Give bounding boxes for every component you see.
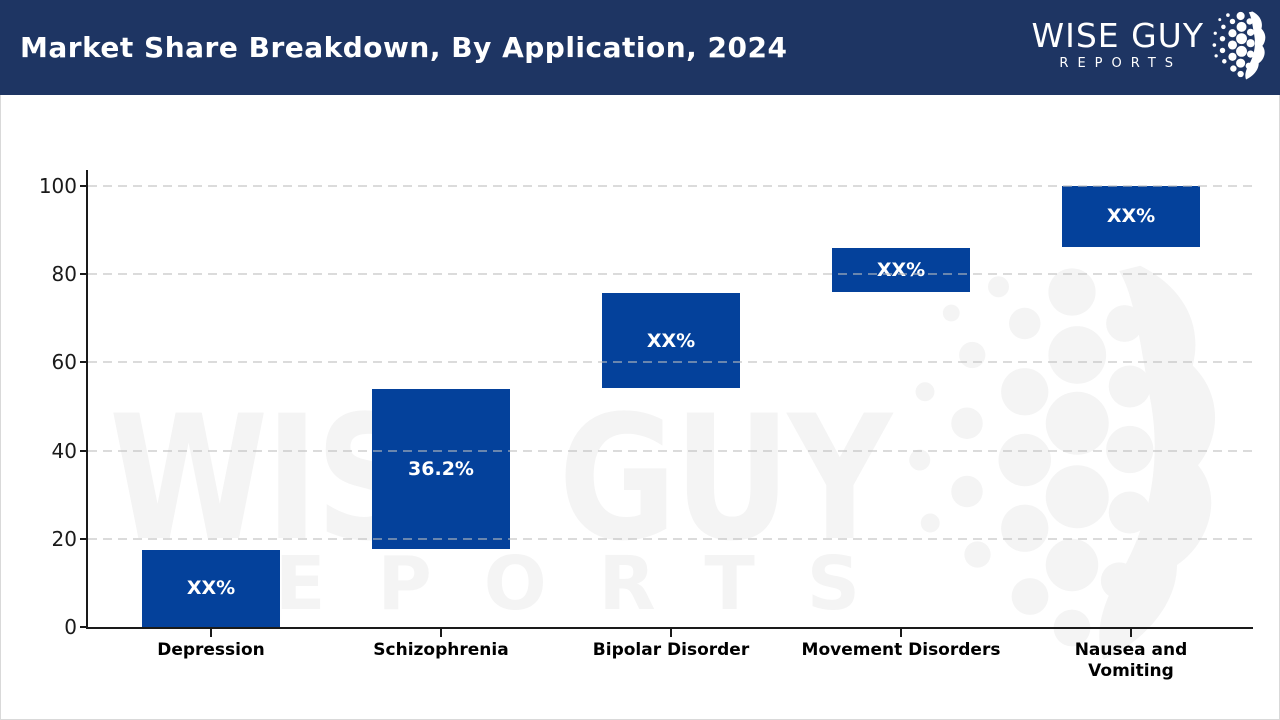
- y-tick-60: [80, 361, 88, 364]
- y-tick-20: [80, 537, 88, 540]
- brand-text: WISE GUY REPORTS: [1031, 19, 1204, 71]
- bar-value-label: XX%: [876, 258, 926, 281]
- bar-value-label: XX%: [186, 577, 236, 600]
- x-label-nausea-and-vomiting: Nausea and Vomiting: [1074, 640, 1188, 682]
- header: Market Share Breakdown, By Application, …: [0, 0, 1280, 95]
- brand-logo: WISE GUY REPORTS: [1031, 8, 1266, 82]
- bar-depression: XX%: [142, 549, 280, 627]
- y-tick-label-60: 60: [51, 350, 77, 375]
- y-tick-label-100: 100: [38, 174, 77, 198]
- brand-name: WISE GUY: [1031, 16, 1204, 56]
- brand-sub-name: REPORTS: [1059, 55, 1183, 71]
- y-axis-line: [86, 170, 88, 629]
- gridline-100: [88, 185, 1253, 187]
- brand-head-icon: [1208, 8, 1266, 82]
- gridline-20: [88, 537, 1253, 540]
- bar-schizophrenia: 36.2%: [372, 389, 510, 549]
- y-tick-0: [80, 626, 88, 628]
- bar-value-label: 36.2%: [408, 458, 474, 481]
- x-label-bipolar-disorder: Bipolar Disorder: [592, 640, 750, 660]
- page-title: Market Share Breakdown, By Application, …: [20, 31, 788, 64]
- y-tick-80: [80, 273, 88, 276]
- x-label-movement-disorders: Movement Disorders: [801, 640, 1001, 660]
- x-tick-movement-disorders: [900, 629, 902, 637]
- waterfall-chart: XX% 36.2% XX% XX% XX% 0 20 40 60 80 100 Depression S…: [1, 95, 1279, 719]
- x-axis-line: [86, 627, 1253, 629]
- x-tick-depression: [210, 629, 212, 637]
- gridline-40: [88, 449, 1253, 452]
- x-tick-bipolar-disorder: [670, 629, 672, 637]
- y-tick-label-80: 80: [51, 262, 77, 287]
- gridline-60: [88, 361, 1253, 364]
- y-tick-100: [80, 185, 88, 187]
- chart-card: WISE GUY REPORTS XX% 36.2% XX% XX% XX% 0 20 40 6…: [0, 95, 1280, 720]
- x-label-depression: Depression: [157, 640, 265, 660]
- bar-bipolar-disorder: XX%: [602, 292, 740, 389]
- x-tick-nausea-and-vomiting: [1130, 629, 1132, 637]
- y-tick-40: [80, 449, 88, 452]
- bar-value-label: XX%: [1106, 205, 1156, 228]
- x-label-schizophrenia: Schizophrenia: [373, 640, 509, 660]
- x-tick-schizophrenia: [440, 629, 442, 637]
- bar-value-label: XX%: [646, 329, 696, 352]
- gridline-80: [88, 273, 1253, 276]
- bar-nausea-and-vomiting: XX%: [1062, 186, 1200, 247]
- y-tick-label-20: 20: [51, 526, 77, 551]
- bar-movement-disorders: XX%: [832, 247, 970, 292]
- y-tick-label-0: 0: [64, 615, 77, 639]
- y-tick-label-40: 40: [51, 438, 77, 463]
